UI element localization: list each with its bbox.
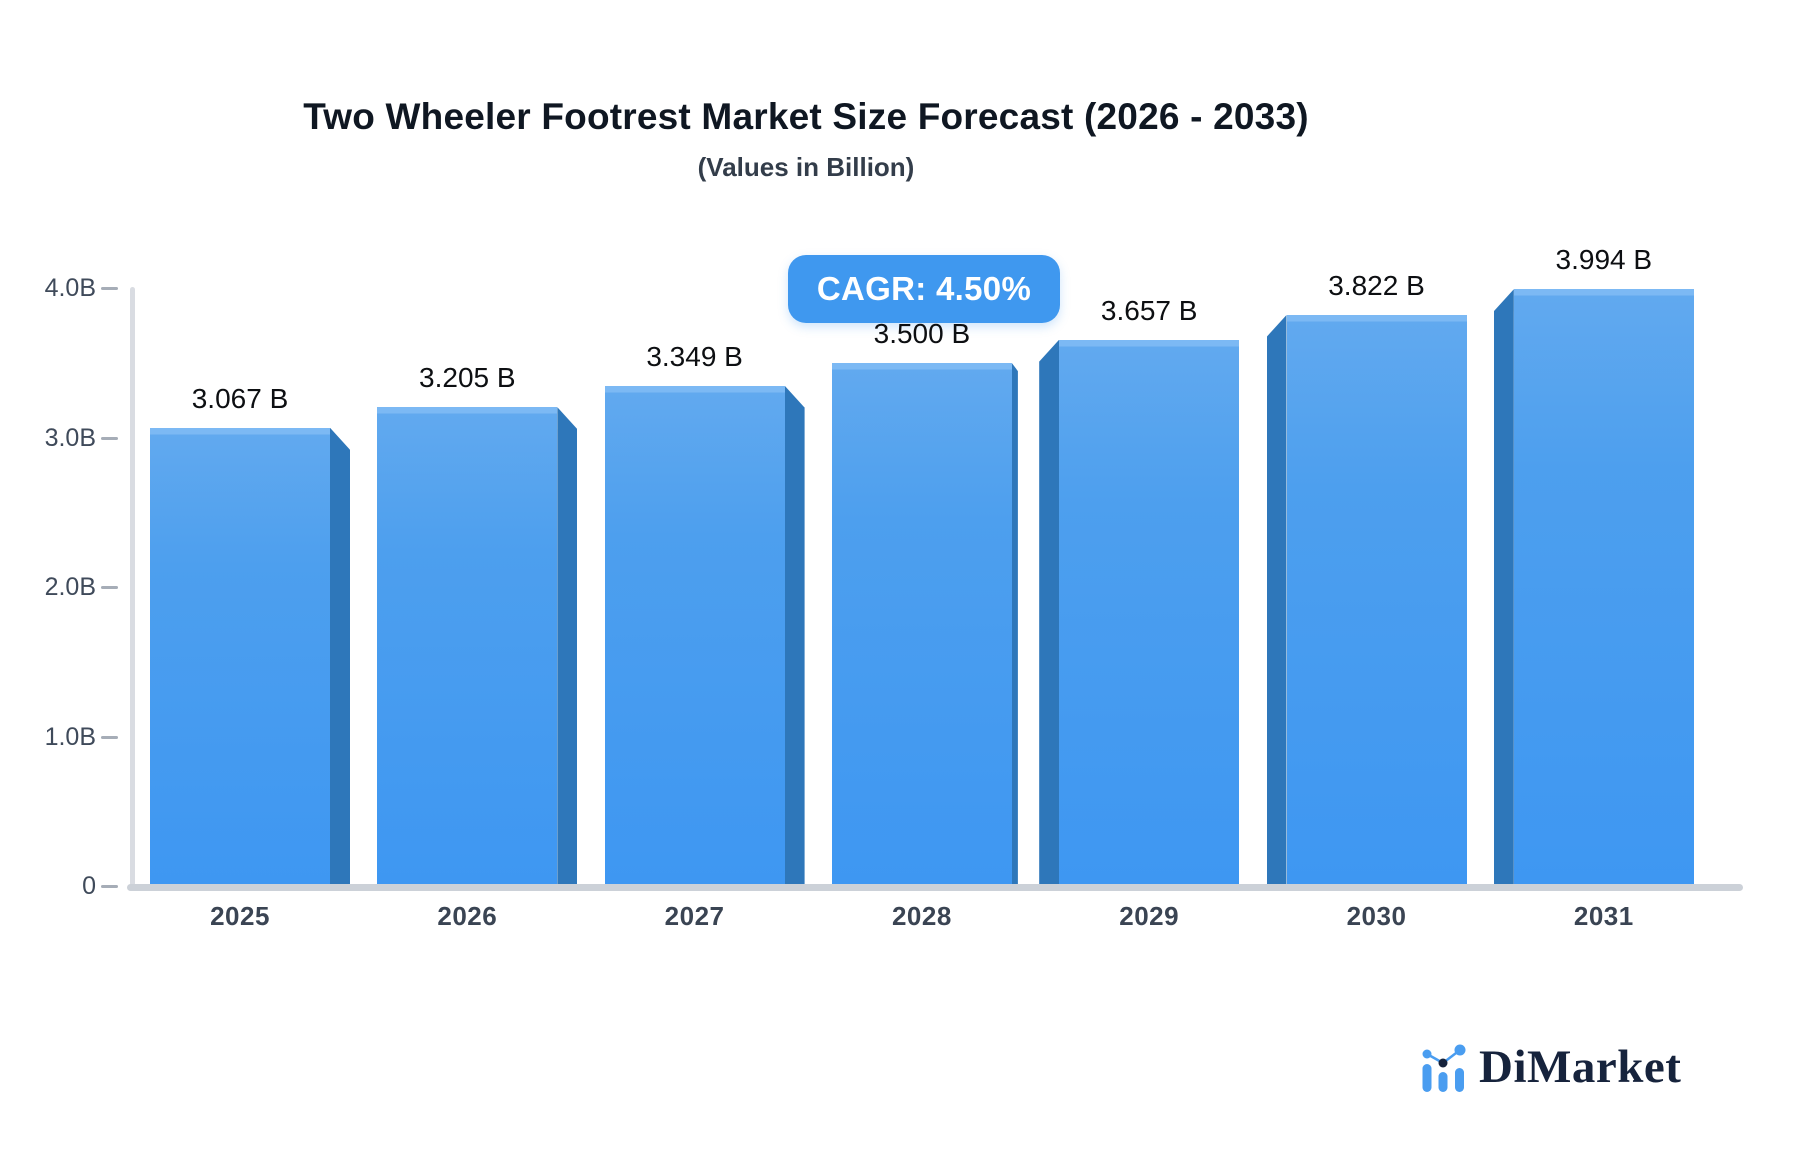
bar-side-2031 [1493,289,1514,886]
y-tick-mark [101,586,118,590]
bar-value-label: 3.067 B [191,382,289,414]
x-axis-label-2028: 2028 [891,901,952,931]
x-axis-baseline [127,884,1743,891]
x-axis-label-2031: 2031 [1573,901,1634,931]
bar-value-label: 3.500 B [873,318,971,350]
bar-side-2029 [1039,339,1060,886]
bar-2031[interactable] [1513,289,1694,886]
bar-side-2028 [1011,363,1018,886]
x-axis-label-2030: 2030 [1346,901,1407,931]
chart-subtitle: (Values in Billion) [697,152,915,182]
bar-2028[interactable] [831,363,1012,886]
bar-side-2025 [330,427,350,886]
y-tick-mark [101,287,118,291]
dimarket-bars-trend-icon [1422,1044,1466,1092]
y-tick-label: 3.0B [44,423,96,452]
bar-value-label: 3.657 B [1100,294,1198,326]
y-tick-mark [101,436,118,440]
x-axis-label-2026: 2026 [437,901,498,931]
bar-value-label: 3.822 B [1328,269,1425,301]
y-tick-mark [101,885,118,888]
bar-side-2030 [1266,314,1287,886]
y-tick-label: 2.0B [44,573,96,602]
x-axis-label-2029: 2029 [1119,901,1180,931]
chart-title: Two Wheeler Footrest Market Size Forecas… [303,96,1309,137]
x-axis-label-2027: 2027 [664,901,725,931]
bar-side-2026 [557,407,578,886]
bar-2026[interactable] [377,407,558,886]
bar-value-label: 3.205 B [419,362,516,394]
bar-2029[interactable] [1059,339,1240,886]
y-tick-label: 1.0B [44,722,96,751]
bar-2030[interactable] [1286,314,1467,886]
y-tick-mark [101,735,118,739]
y-tick-label: 0 [82,872,96,900]
chart-header: Two Wheeler Footrest Market Size Forecas… [0,0,1612,183]
bar-2027[interactable] [604,385,785,886]
bar-2025[interactable] [150,427,330,886]
bar-value-label: 3.349 B [646,340,743,372]
y-tick-label: 4.0B [44,274,96,303]
x-axis-label-2025: 2025 [210,901,270,931]
bar-value-label: 3.994 B [1555,244,1653,276]
bar-side-2027 [784,385,805,886]
dimarket-logo: DiMarket [1421,1038,1681,1096]
y-axis-line [130,287,135,886]
dimarket-logo-text: DiMarket [1479,1041,1682,1093]
cagr-badge: CAGR: 4.50% [788,255,1060,323]
